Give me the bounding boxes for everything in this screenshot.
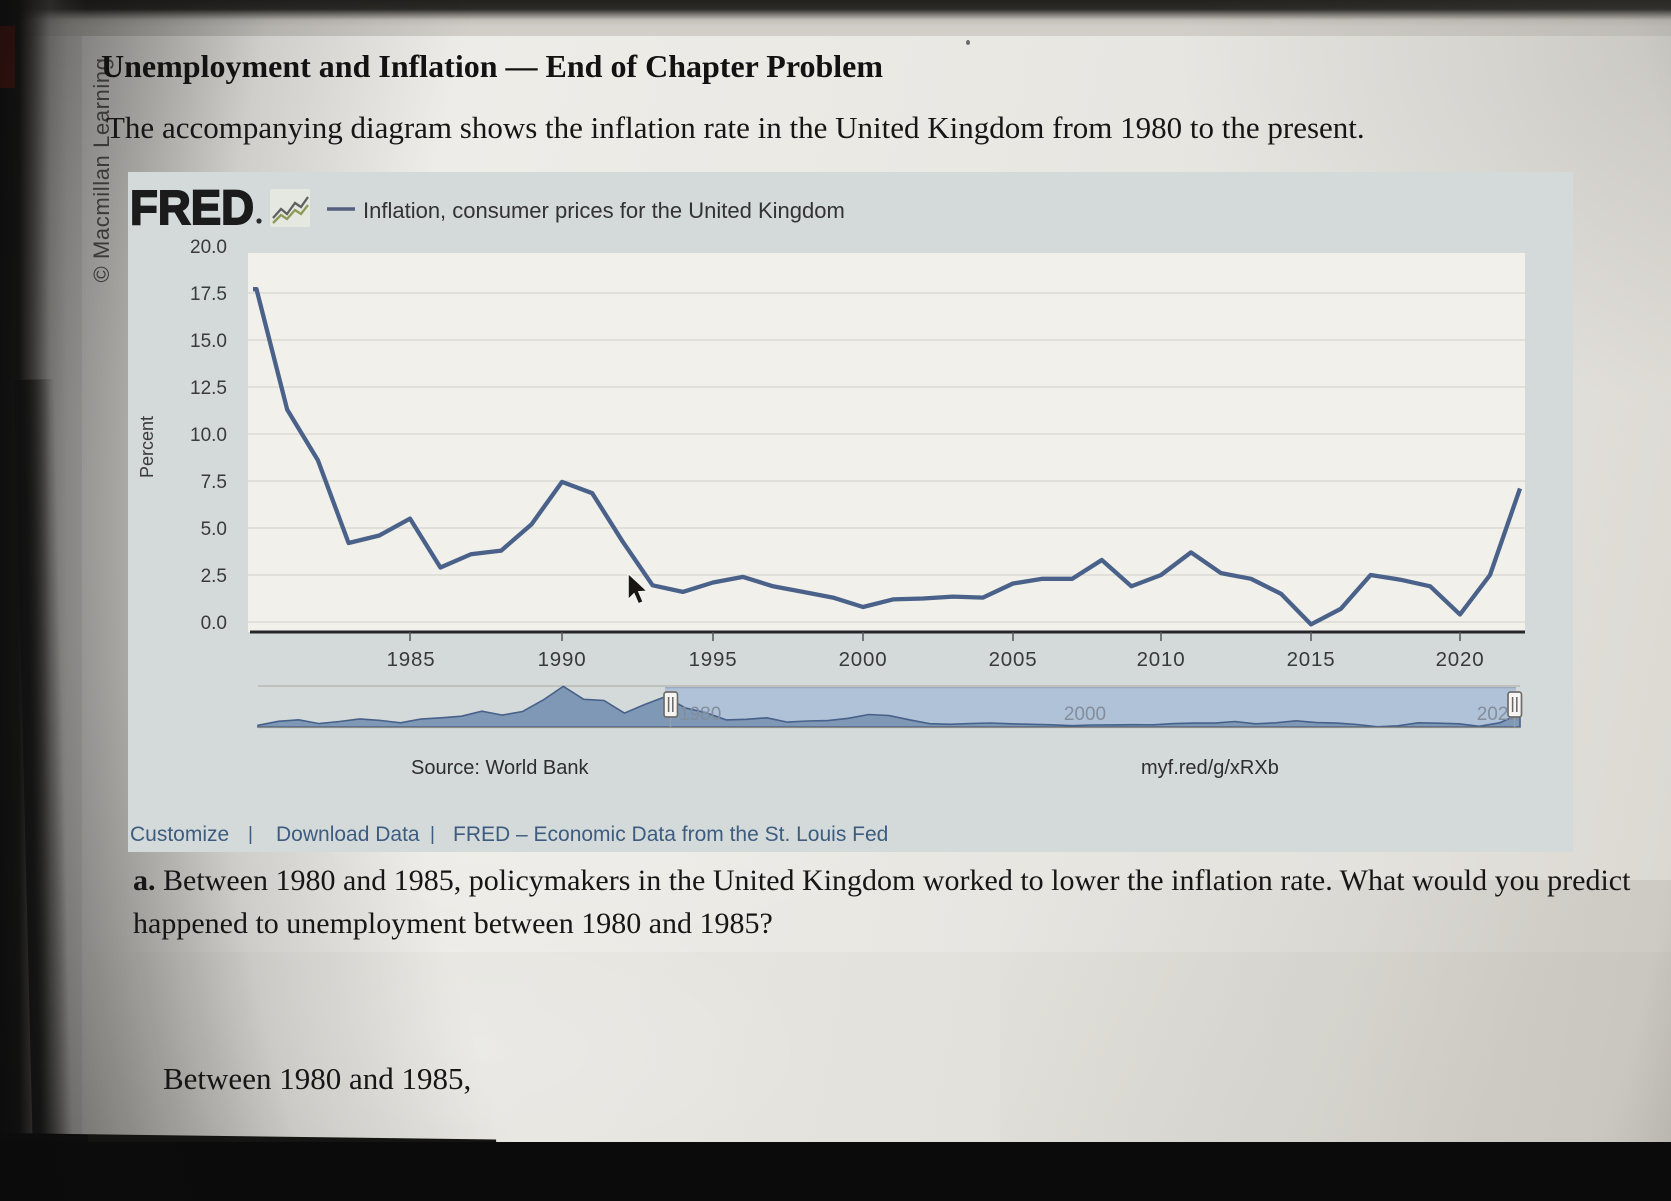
svg-text:2020: 2020: [1436, 648, 1485, 671]
svg-text:2000: 2000: [1064, 704, 1106, 725]
svg-text:0.0: 0.0: [201, 613, 227, 634]
svg-text:5.0: 5.0: [201, 519, 227, 540]
svg-text:|: |: [430, 824, 435, 845]
svg-text:1990: 1990: [538, 648, 587, 671]
svg-text:Customize: Customize: [130, 823, 229, 846]
svg-text:2.5: 2.5: [201, 566, 227, 587]
svg-text:2000: 2000: [839, 648, 888, 671]
svg-text:2015: 2015: [1287, 648, 1336, 671]
svg-text:Download Data: Download Data: [276, 823, 420, 846]
svg-text:Inflation, consumer prices for: Inflation, consumer prices for the Unite…: [363, 198, 845, 223]
svg-text:Percent: Percent: [137, 416, 157, 478]
svg-text:17.5: 17.5: [190, 284, 227, 305]
svg-text:2010: 2010: [1137, 648, 1186, 671]
svg-text:12.5: 12.5: [190, 378, 227, 399]
svg-text:15.0: 15.0: [190, 331, 227, 352]
svg-text:1995: 1995: [689, 648, 738, 671]
svg-text:Source: World Bank: Source: World Bank: [411, 757, 589, 779]
svg-text:2005: 2005: [989, 648, 1038, 671]
svg-text:myf.red/g/xRXb: myf.red/g/xRXb: [1141, 757, 1279, 779]
svg-text:|: |: [248, 824, 253, 845]
svg-text:1985: 1985: [387, 648, 436, 671]
svg-text:20.0: 20.0: [190, 237, 227, 258]
svg-text:10.0: 10.0: [190, 425, 227, 446]
svg-text:FRED – Economic Data from the: FRED – Economic Data from the St. Louis …: [453, 823, 888, 846]
svg-text:FRED: FRED: [130, 182, 254, 235]
svg-text:7.5: 7.5: [201, 472, 227, 493]
svg-text:1980: 1980: [679, 704, 721, 725]
